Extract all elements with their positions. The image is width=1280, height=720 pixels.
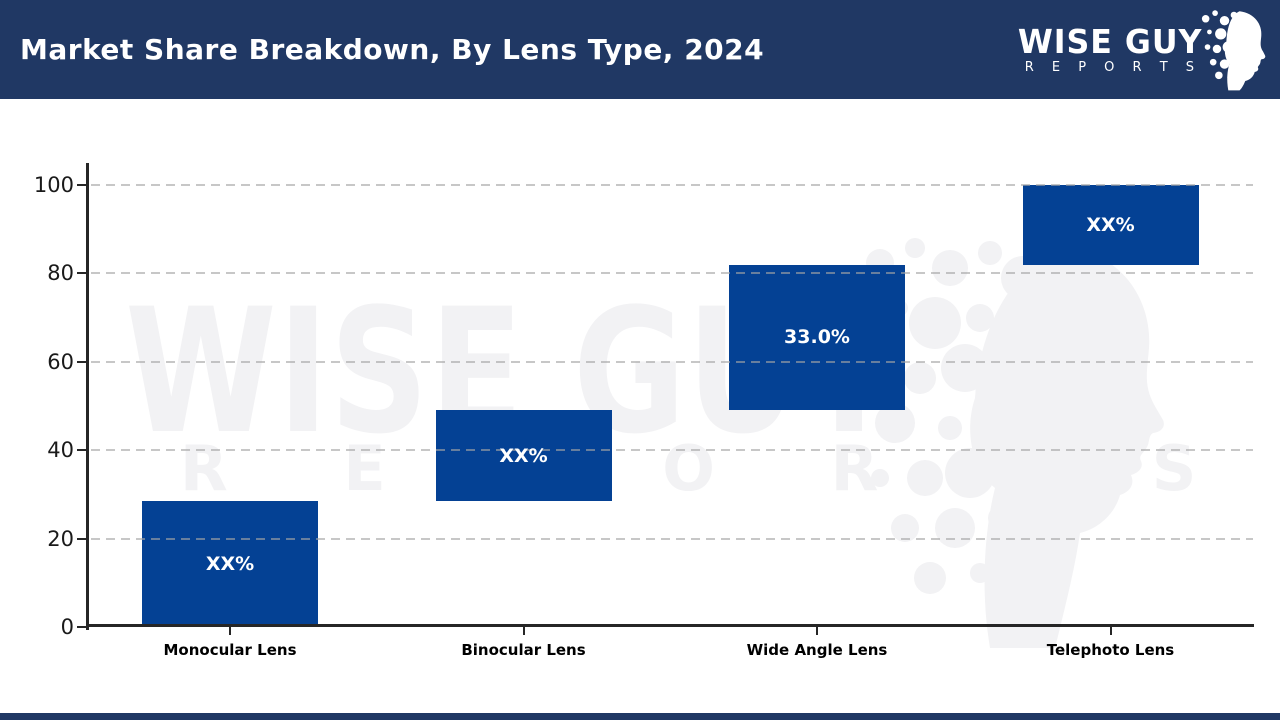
bar-monocular-lens: [142, 501, 318, 627]
y-tick-label-0: 0: [60, 615, 74, 639]
header-bar: Market Share Breakdown, By Lens Type, 20…: [0, 0, 1280, 99]
x-tick-label-0: Monocular Lens: [163, 641, 297, 659]
bar-value-label: XX%: [1086, 213, 1135, 236]
watermark-head-graphic: [860, 228, 1170, 652]
y-tick-label-80: 80: [47, 261, 74, 286]
y-tick-mark-80: [77, 272, 88, 275]
wiseguy-logo: WISE GUY R E P O R T S: [1014, 5, 1266, 95]
y-tick-label-100: 100: [33, 173, 74, 197]
y-tick-label-40: 40: [47, 438, 74, 463]
y-tick-mark-20: [77, 537, 88, 540]
footer-bar: [0, 713, 1280, 720]
x-axis-spine: [86, 624, 1254, 627]
x-tick-mark-3: [1109, 627, 1112, 635]
y-tick-label-60: 60: [47, 349, 74, 374]
gridline-100: [91, 184, 1253, 186]
bar-wide-angle-lens: [729, 264, 905, 411]
logo-tagline: R E P O R T S: [1024, 59, 1202, 75]
y-tick-label-20: 20: [47, 526, 74, 551]
gridline-20: [91, 537, 1253, 540]
bar-value-label: XX%: [499, 444, 548, 467]
x-tick-label-3: Telephoto Lens: [1046, 641, 1175, 659]
wiseguy-head-icon: [1200, 5, 1266, 95]
bar-value-label: 33.0%: [784, 326, 850, 349]
y-tick-mark-100: [77, 184, 88, 186]
y-tick-mark-0: [77, 626, 88, 628]
x-tick-mark-1: [522, 627, 525, 635]
x-tick-label-2: Wide Angle Lens: [746, 641, 888, 659]
x-tick-mark-0: [229, 627, 231, 635]
bar-telephoto-lens: [1022, 185, 1199, 265]
x-tick-mark-2: [816, 627, 818, 635]
page-title: Market Share Breakdown, By Lens Type, 20…: [20, 33, 765, 66]
gridline-60: [91, 360, 1253, 363]
y-tick-mark-60: [77, 360, 88, 363]
logo-text: WISE GUY R E P O R T S: [1014, 25, 1206, 74]
y-axis-spine: [86, 163, 89, 630]
x-tick-label-1: Binocular Lens: [461, 641, 586, 659]
logo-name: WISE GUY: [1017, 22, 1203, 62]
bar-binocular-lens: [435, 410, 612, 502]
y-tick-mark-40: [77, 449, 88, 452]
gridline-80: [91, 272, 1253, 275]
bar-value-label: XX%: [205, 553, 255, 575]
gridline-40: [91, 449, 1253, 452]
